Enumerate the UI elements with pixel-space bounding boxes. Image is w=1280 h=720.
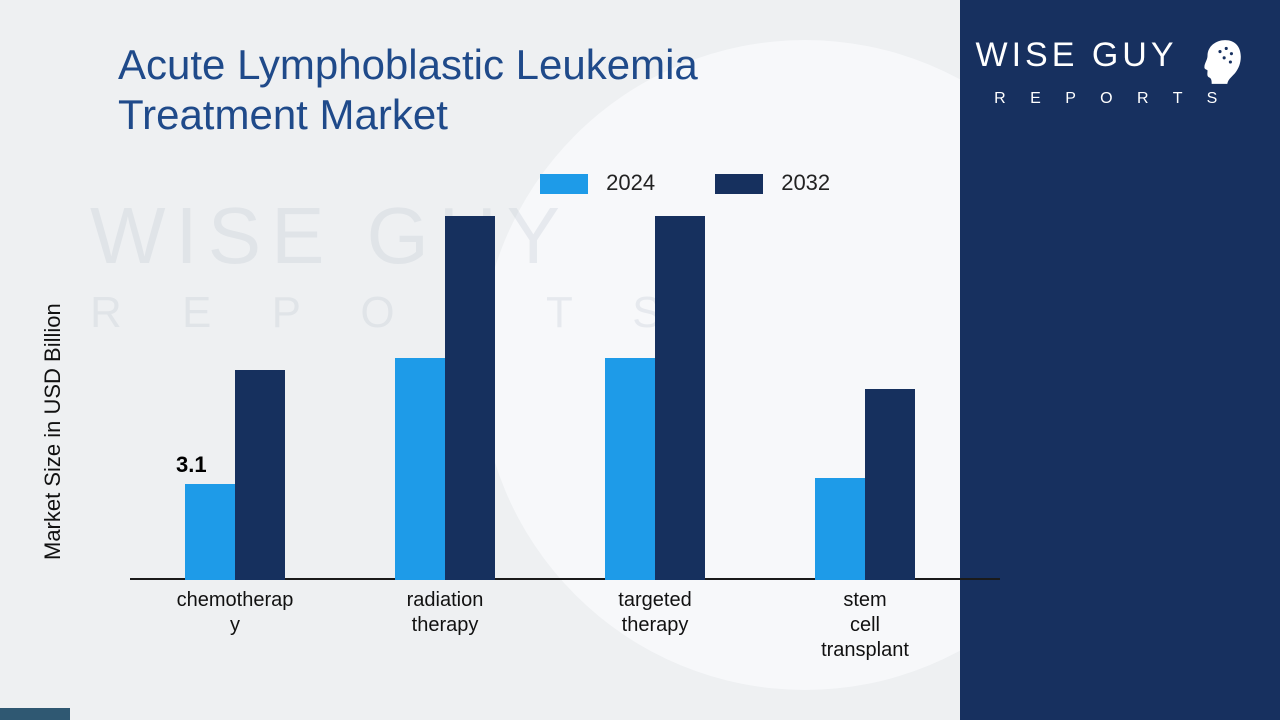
legend-label-2032: 2032	[781, 170, 830, 195]
brand-line2: R E P O R T S	[976, 90, 1246, 108]
x-tick-label: chemotherapy	[160, 588, 310, 638]
bottom-strip	[0, 708, 70, 720]
bar-a	[185, 484, 235, 580]
head-icon	[1194, 36, 1246, 88]
brand-logo: WISE GUY R E P O R T S	[976, 36, 1246, 108]
x-tick-label: stemcelltransplant	[790, 588, 940, 663]
bar-a	[605, 358, 655, 580]
legend-item-2032: 2032	[715, 170, 830, 196]
x-tick-label: radiationtherapy	[370, 588, 520, 638]
page: WISE GUY R E P O R T S Acute Lymphoblast…	[0, 0, 1280, 720]
legend-label-2024: 2024	[606, 170, 655, 195]
bar-b	[445, 216, 495, 580]
chart-title: Acute Lymphoblastic Leukemia Treatment M…	[118, 40, 838, 139]
bar-b	[235, 370, 285, 580]
bar-b	[655, 216, 705, 580]
bar-a	[815, 478, 865, 580]
y-axis-label: Market Size in USD Billion	[40, 303, 66, 560]
bar-value-label: 3.1	[176, 452, 207, 478]
right-band	[960, 0, 1280, 720]
plot-area: 3.1	[130, 210, 1000, 580]
legend: 2024 2032	[540, 170, 830, 196]
legend-item-2024: 2024	[540, 170, 655, 196]
brand-line1: WISE GUY	[976, 36, 1178, 74]
bar-b	[865, 389, 915, 580]
legend-swatch-2024	[540, 174, 588, 194]
x-tick-label: targetedtherapy	[580, 588, 730, 638]
bar-a	[395, 358, 445, 580]
legend-swatch-2032	[715, 174, 763, 194]
